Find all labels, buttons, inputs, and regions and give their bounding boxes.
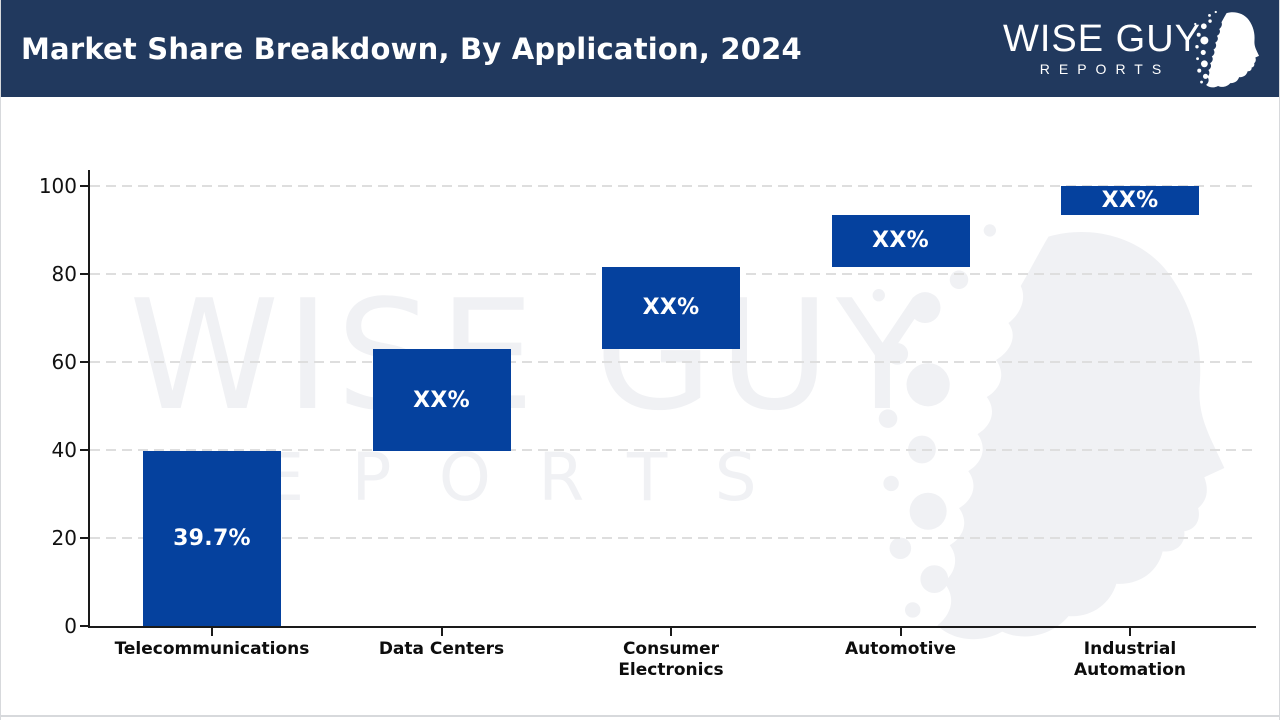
category-label-data-centers: Data Centers — [332, 639, 552, 660]
bar-industrial-automation: XX% — [1061, 186, 1199, 215]
header-bar: Market Share Breakdown, By Application, … — [1, 0, 1279, 97]
category-label-line: Automotive — [844, 639, 957, 659]
y-tick-label-20: 20 — [51, 526, 77, 550]
gridline-40 — [90, 449, 1256, 451]
logo-head-icon — [1193, 9, 1267, 89]
x-axis-spine — [88, 626, 1256, 628]
wise-guy-reports-logo: WISE GUY REPORTS — [1003, 9, 1267, 89]
category-label-consumer-electronics: Consumer Electronics — [561, 639, 781, 681]
bar-automotive: XX% — [831, 214, 970, 267]
logo-wordmark: WISE GUY — [1002, 18, 1201, 60]
category-label-telecommunications: Telecommunications — [102, 639, 322, 660]
x-tick-mark-consumer-electronics — [670, 628, 672, 636]
gridline-60 — [90, 361, 1256, 363]
chart-area: WISE GUY REPORTS 0 20 40 60 80 100 39.7% Teleco… — [1, 97, 1279, 717]
category-label-line: Automation — [1074, 660, 1186, 680]
bar-value-label-automotive: XX% — [872, 228, 929, 254]
category-label-line: Telecommunications — [114, 639, 310, 659]
bar-value-label-consumer-electronics: XX% — [642, 295, 700, 321]
y-tick-mark-40 — [80, 449, 88, 451]
y-tick-label-80: 80 — [51, 262, 77, 286]
bar-value-label-data-centers: XX% — [413, 387, 470, 413]
gridline-20 — [90, 537, 1256, 539]
bar-data-centers: XX% — [372, 348, 511, 452]
bar-telecommunications: 39.7% — [143, 451, 281, 626]
gridline-100 — [90, 185, 1256, 187]
y-axis-spine — [88, 170, 90, 628]
bar-value-label-industrial-automation: XX% — [1101, 187, 1159, 213]
y-tick-label-40: 40 — [51, 438, 77, 462]
y-tick-label-100: 100 — [38, 174, 77, 198]
y-tick-mark-100 — [80, 185, 88, 187]
category-label-line: Industrial — [1083, 639, 1177, 659]
x-tick-mark-industrial-automation — [1129, 628, 1131, 636]
y-tick-label-60: 60 — [51, 350, 77, 374]
logo-subtitle: REPORTS — [1039, 61, 1171, 77]
y-tick-label-0: 0 — [64, 614, 77, 638]
y-tick-mark-0 — [80, 625, 88, 627]
category-label-line: Data Centers — [378, 639, 505, 659]
bar-value-label-telecommunications: 39.7% — [173, 526, 251, 552]
x-tick-mark-telecommunications — [211, 628, 213, 636]
category-label-line: Consumer — [622, 639, 720, 659]
category-label-line: Electronics — [618, 660, 724, 680]
category-label-automotive: Automotive — [791, 639, 1011, 660]
y-tick-mark-20 — [80, 537, 88, 539]
x-tick-mark-data-centers — [440, 628, 443, 636]
plot-region: 0 20 40 60 80 100 39.7% Telecommunications XX% Da… — [1, 97, 1279, 715]
x-tick-mark-automotive — [899, 628, 902, 636]
chart-title: Market Share Breakdown, By Application, … — [21, 31, 802, 66]
category-label-industrial-automation: Industrial Automation — [1020, 639, 1240, 681]
logo-text: WISE GUY REPORTS — [1003, 20, 1201, 77]
bar-consumer-electronics: XX% — [602, 266, 740, 349]
y-tick-mark-80 — [80, 273, 88, 275]
y-tick-mark-60 — [80, 361, 88, 363]
